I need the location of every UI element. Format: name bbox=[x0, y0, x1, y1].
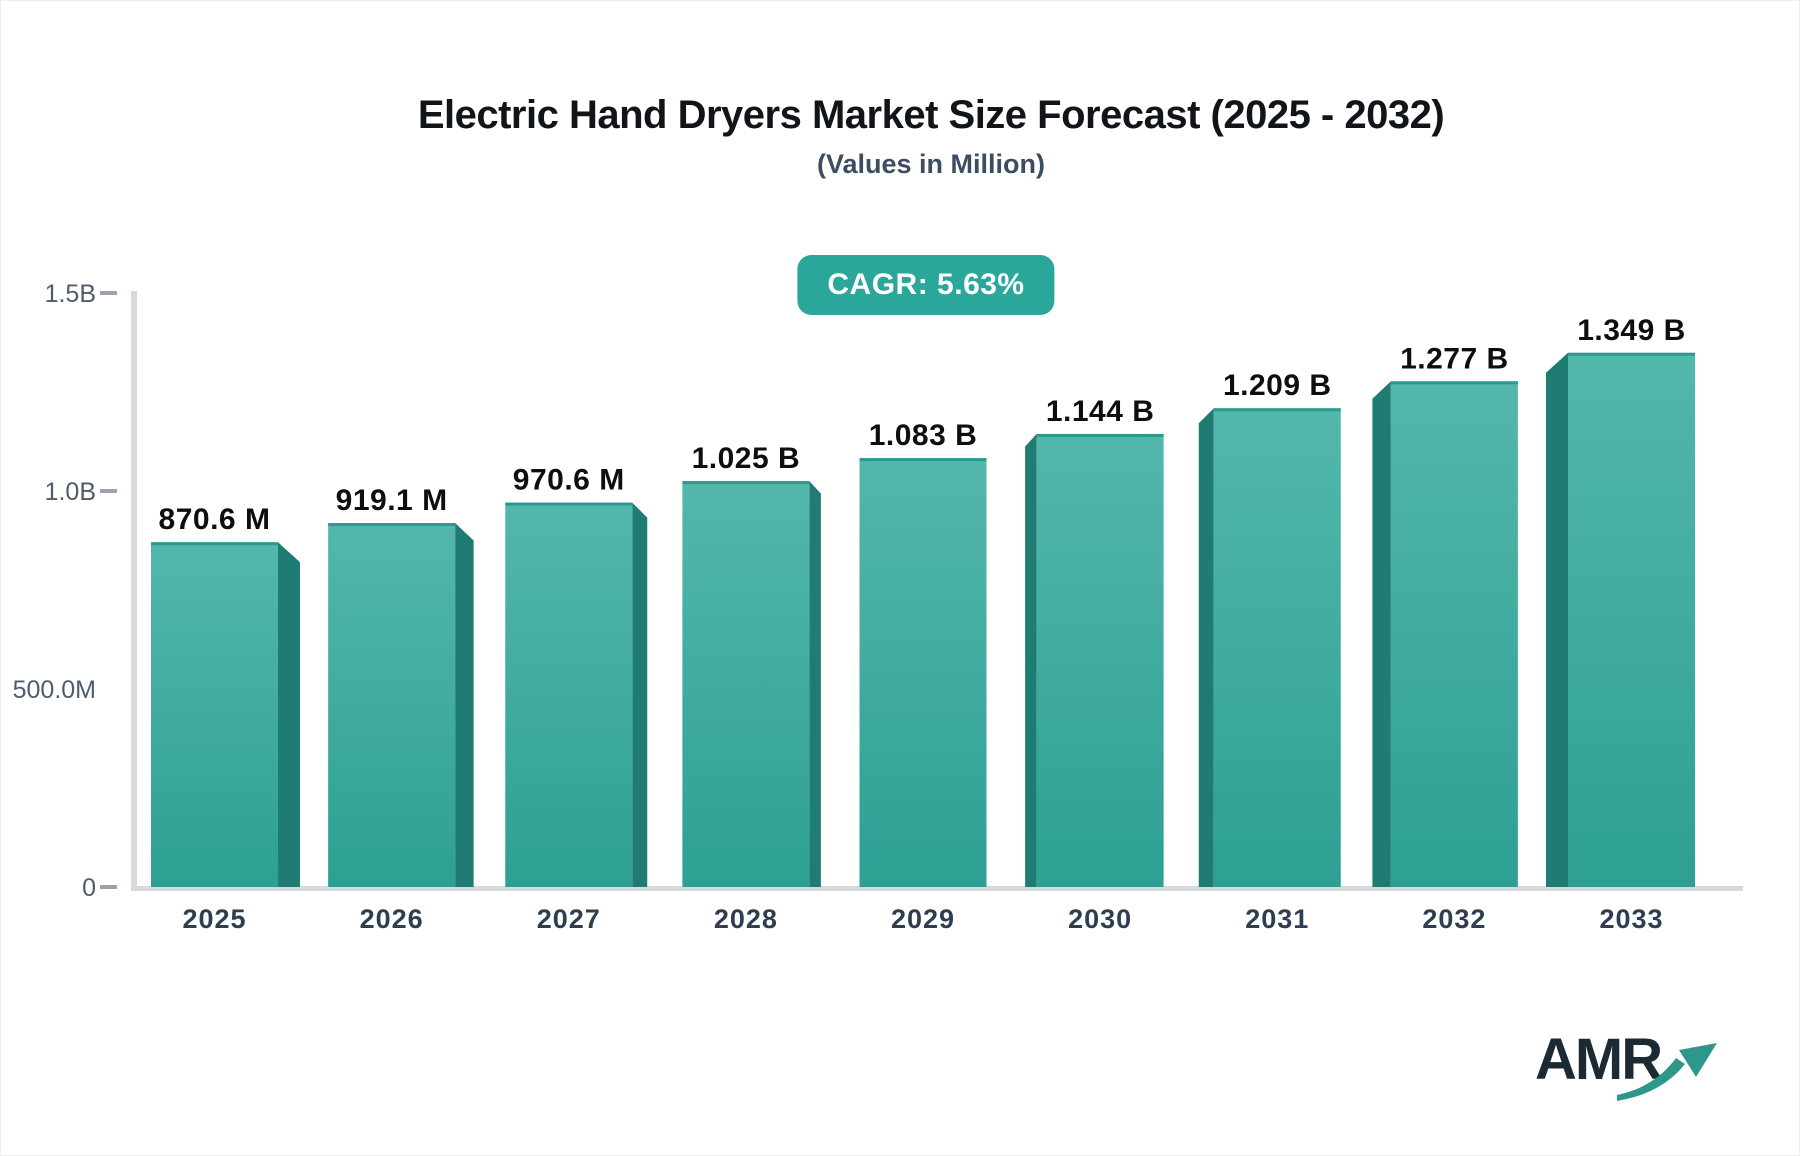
bar-top-edge bbox=[505, 502, 633, 506]
bar-2025: 870.6 M bbox=[151, 503, 300, 887]
bar-front-face bbox=[1568, 352, 1695, 887]
bar-top-edge bbox=[1568, 352, 1695, 356]
bar-2030: 1.144 B bbox=[1025, 395, 1164, 887]
bar-top-edge bbox=[1213, 408, 1341, 412]
bar-top-edge bbox=[859, 458, 987, 462]
bar-top-edge bbox=[1036, 433, 1164, 437]
amr-logo-text: AMR bbox=[1535, 1027, 1663, 1092]
bar-front-face bbox=[151, 542, 278, 887]
x-axis-line bbox=[131, 886, 1743, 891]
x-axis-label-2033: 2033 bbox=[1599, 904, 1663, 934]
bar-front-face bbox=[328, 523, 456, 887]
x-axis-label-2025: 2025 bbox=[182, 904, 246, 934]
y-axis-line bbox=[131, 291, 137, 891]
bar-side-face bbox=[1198, 408, 1214, 887]
bar-value-label: 1.025 B bbox=[692, 442, 801, 475]
bar-front-face bbox=[1390, 381, 1518, 887]
bar-front-face bbox=[682, 481, 810, 887]
bar-2027: 970.6 M bbox=[505, 464, 648, 887]
bar-front-face bbox=[1036, 433, 1164, 887]
bar-2028: 1.025 B bbox=[682, 442, 821, 887]
bar-side-face bbox=[1372, 381, 1391, 887]
bar-top-edge bbox=[682, 481, 810, 485]
y-axis-label: 500.0M bbox=[13, 676, 96, 704]
x-axis-label-2031: 2031 bbox=[1245, 904, 1309, 934]
y-axis-label: 1.5B bbox=[45, 280, 96, 308]
y-axis-label: 0 bbox=[82, 874, 96, 902]
bar-side-face bbox=[1546, 352, 1568, 887]
x-axis-label-2027: 2027 bbox=[537, 904, 601, 934]
bar-side-face bbox=[455, 523, 474, 887]
x-axis-label-2028: 2028 bbox=[714, 904, 778, 934]
bar-value-label: 1.209 B bbox=[1223, 369, 1332, 402]
bar-side-face bbox=[1025, 433, 1037, 887]
bar-value-label: 1.144 B bbox=[1046, 395, 1155, 428]
bar-2033: 1.349 B bbox=[1546, 314, 1695, 887]
bar-value-label: 970.6 M bbox=[513, 464, 625, 497]
bar-side-face bbox=[809, 481, 821, 887]
bar-side-face bbox=[278, 542, 300, 887]
y-tick-dash bbox=[100, 885, 117, 889]
bar-value-label: 870.6 M bbox=[159, 503, 271, 536]
bar-front-face bbox=[859, 458, 987, 887]
x-axis-label-2030: 2030 bbox=[1068, 904, 1132, 934]
bar-front-face bbox=[1213, 408, 1341, 887]
cagr-badge: CAGR: 5.63% bbox=[797, 255, 1055, 315]
amr-logo: AMR bbox=[1535, 1031, 1735, 1116]
bar-top-edge bbox=[328, 523, 456, 527]
bar-2031: 1.209 B bbox=[1198, 369, 1341, 887]
x-axis-label-2026: 2026 bbox=[360, 904, 424, 934]
x-axis-label-2029: 2029 bbox=[891, 904, 955, 934]
bar-2026: 919.1 M bbox=[328, 484, 474, 887]
page-title: Electric Hand Dryers Market Size Forecas… bbox=[417, 93, 1445, 137]
x-axis-label-2032: 2032 bbox=[1422, 904, 1486, 934]
bar-value-label: 1.277 B bbox=[1400, 342, 1509, 375]
bar-top-edge bbox=[151, 542, 278, 546]
y-tick-dash bbox=[100, 489, 117, 493]
bar-2032: 1.277 B bbox=[1372, 342, 1518, 887]
page-subtitle: (Values in Million) bbox=[816, 149, 1046, 179]
y-axis-label: 1.0B bbox=[45, 478, 96, 506]
bar-value-label: 1.083 B bbox=[869, 419, 978, 452]
growth-arrow-icon bbox=[1617, 1043, 1717, 1101]
bar-front-face bbox=[505, 502, 633, 887]
bar-side-face bbox=[632, 502, 648, 887]
bar-top-edge bbox=[1390, 381, 1518, 385]
y-tick-dash bbox=[100, 291, 117, 295]
bar-value-label: 1.349 B bbox=[1577, 314, 1686, 347]
bar-2029: 1.083 B bbox=[859, 419, 987, 887]
bar-value-label: 919.1 M bbox=[336, 484, 448, 517]
